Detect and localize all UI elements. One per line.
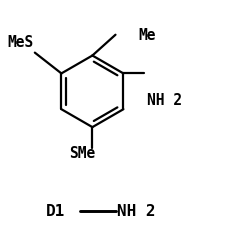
Text: NH 2: NH 2: [117, 204, 155, 219]
Text: D1: D1: [46, 204, 65, 219]
Text: MeS: MeS: [7, 35, 33, 50]
Text: Me: Me: [139, 28, 156, 43]
Text: SMe: SMe: [69, 146, 95, 161]
Text: NH 2: NH 2: [147, 93, 182, 108]
